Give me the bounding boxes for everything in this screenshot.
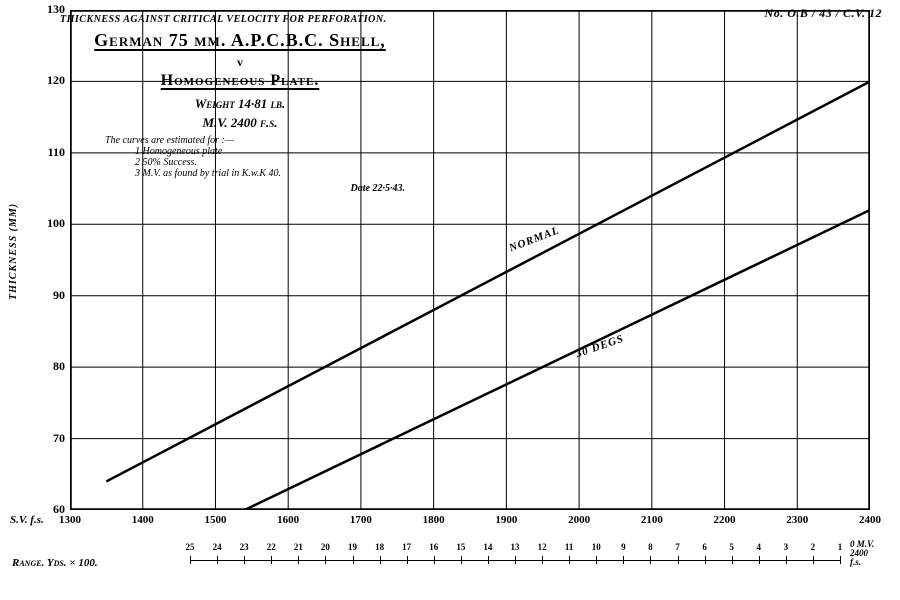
x2-tick-mark-20 xyxy=(325,556,326,564)
x2-tick-mark-4 xyxy=(759,556,760,564)
x2-tick-mark-21 xyxy=(298,556,299,564)
x2-tick-20: 20 xyxy=(321,542,330,552)
y-tick-90: 90 xyxy=(15,288,65,303)
x2-tick-6: 6 xyxy=(702,542,707,552)
x2-tick-mark-2 xyxy=(813,556,814,564)
series-label-30 DEGS: 30 DEGS xyxy=(573,333,625,361)
x2-tick-1: 1 xyxy=(838,542,843,552)
x2-tick-mark-23 xyxy=(244,556,245,564)
y-tick-120: 120 xyxy=(15,73,65,88)
series-label-NORMAL: NORMAL xyxy=(507,224,562,255)
x-tick-2400: 2400 xyxy=(859,514,881,526)
x-tick-1700: 1700 xyxy=(350,514,372,526)
y-tick-70: 70 xyxy=(15,431,65,446)
y-tick-110: 110 xyxy=(15,145,65,160)
y-tick-60: 60 xyxy=(15,502,65,517)
x2-tick-13: 13 xyxy=(511,542,520,552)
plot-area: NORMAL 30 DEGS xyxy=(70,10,870,510)
x2-tick-14: 14 xyxy=(483,542,492,552)
x-tick-1400: 1400 xyxy=(132,514,154,526)
x2-tick-24: 24 xyxy=(213,542,222,552)
x2-tick-22: 22 xyxy=(267,542,276,552)
x2-tick-5: 5 xyxy=(729,542,734,552)
x2-tick-mark-5 xyxy=(732,556,733,564)
x2-tick-mark-16 xyxy=(434,556,435,564)
x2-tick-4: 4 xyxy=(757,542,762,552)
plot-svg: NORMAL 30 DEGS xyxy=(70,10,870,510)
series-NORMAL xyxy=(106,81,870,481)
page: No. O.B / 43 / C.V. 12 THICKNESS AGAINST… xyxy=(0,0,900,600)
x2-tick-mark-10 xyxy=(596,556,597,564)
x2-tick-25: 25 xyxy=(186,542,195,552)
x2-tick-mark-24 xyxy=(217,556,218,564)
x2-tick-mark-14 xyxy=(488,556,489,564)
y-tick-130: 130 xyxy=(15,2,65,17)
x2-tick-mark-17 xyxy=(407,556,408,564)
x2-tick-15: 15 xyxy=(456,542,465,552)
x2-tick-mark-6 xyxy=(705,556,706,564)
x2-tick-16: 16 xyxy=(429,542,438,552)
x2-tick-mark-9 xyxy=(623,556,624,564)
x2-tick-7: 7 xyxy=(675,542,680,552)
x2-tick-mark-7 xyxy=(678,556,679,564)
x2-tick-2: 2 xyxy=(811,542,816,552)
x-tick-1300: 1300 xyxy=(59,514,81,526)
x2-tick-19: 19 xyxy=(348,542,357,552)
x2-tick-mark-19 xyxy=(353,556,354,564)
x-tick-2100: 2100 xyxy=(641,514,663,526)
x2-tick-mark-22 xyxy=(271,556,272,564)
x2-tick-11: 11 xyxy=(565,542,574,552)
y-tick-100: 100 xyxy=(15,216,65,231)
x2-tick-mark-11 xyxy=(569,556,570,564)
x2-tick-mark-3 xyxy=(786,556,787,564)
x2-tick-23: 23 xyxy=(240,542,249,552)
x-tick-2300: 2300 xyxy=(786,514,808,526)
y-tick-80: 80 xyxy=(15,359,65,374)
x-tick-1600: 1600 xyxy=(277,514,299,526)
x2-tick-12: 12 xyxy=(538,542,547,552)
x2-tick-mark-1 xyxy=(840,556,841,564)
x2-end-bot: f.s. xyxy=(850,558,874,567)
x-tick-2000: 2000 xyxy=(568,514,590,526)
x-tick-1800: 1800 xyxy=(423,514,445,526)
x-tick-1900: 1900 xyxy=(495,514,517,526)
x2-tick-21: 21 xyxy=(294,542,303,552)
x-tick-1500: 1500 xyxy=(204,514,226,526)
x2-tick-17: 17 xyxy=(402,542,411,552)
x2-tick-10: 10 xyxy=(592,542,601,552)
x2-tick-8: 8 xyxy=(648,542,653,552)
x2-tick-18: 18 xyxy=(375,542,384,552)
x2-tick-mark-15 xyxy=(461,556,462,564)
x2-tick-mark-18 xyxy=(380,556,381,564)
x2-tick-mark-12 xyxy=(542,556,543,564)
x2-tick-3: 3 xyxy=(784,542,789,552)
x2-tick-mark-25 xyxy=(190,556,191,564)
x2-tick-mark-8 xyxy=(650,556,651,564)
x2-end-label: 0 M.V.2400f.s. xyxy=(850,540,874,567)
x2-tick-mark-13 xyxy=(515,556,516,564)
x2-tick-9: 9 xyxy=(621,542,626,552)
x2-scale: 2524232221201918171615141312111098765432… xyxy=(0,552,900,582)
x-tick-2200: 2200 xyxy=(714,514,736,526)
